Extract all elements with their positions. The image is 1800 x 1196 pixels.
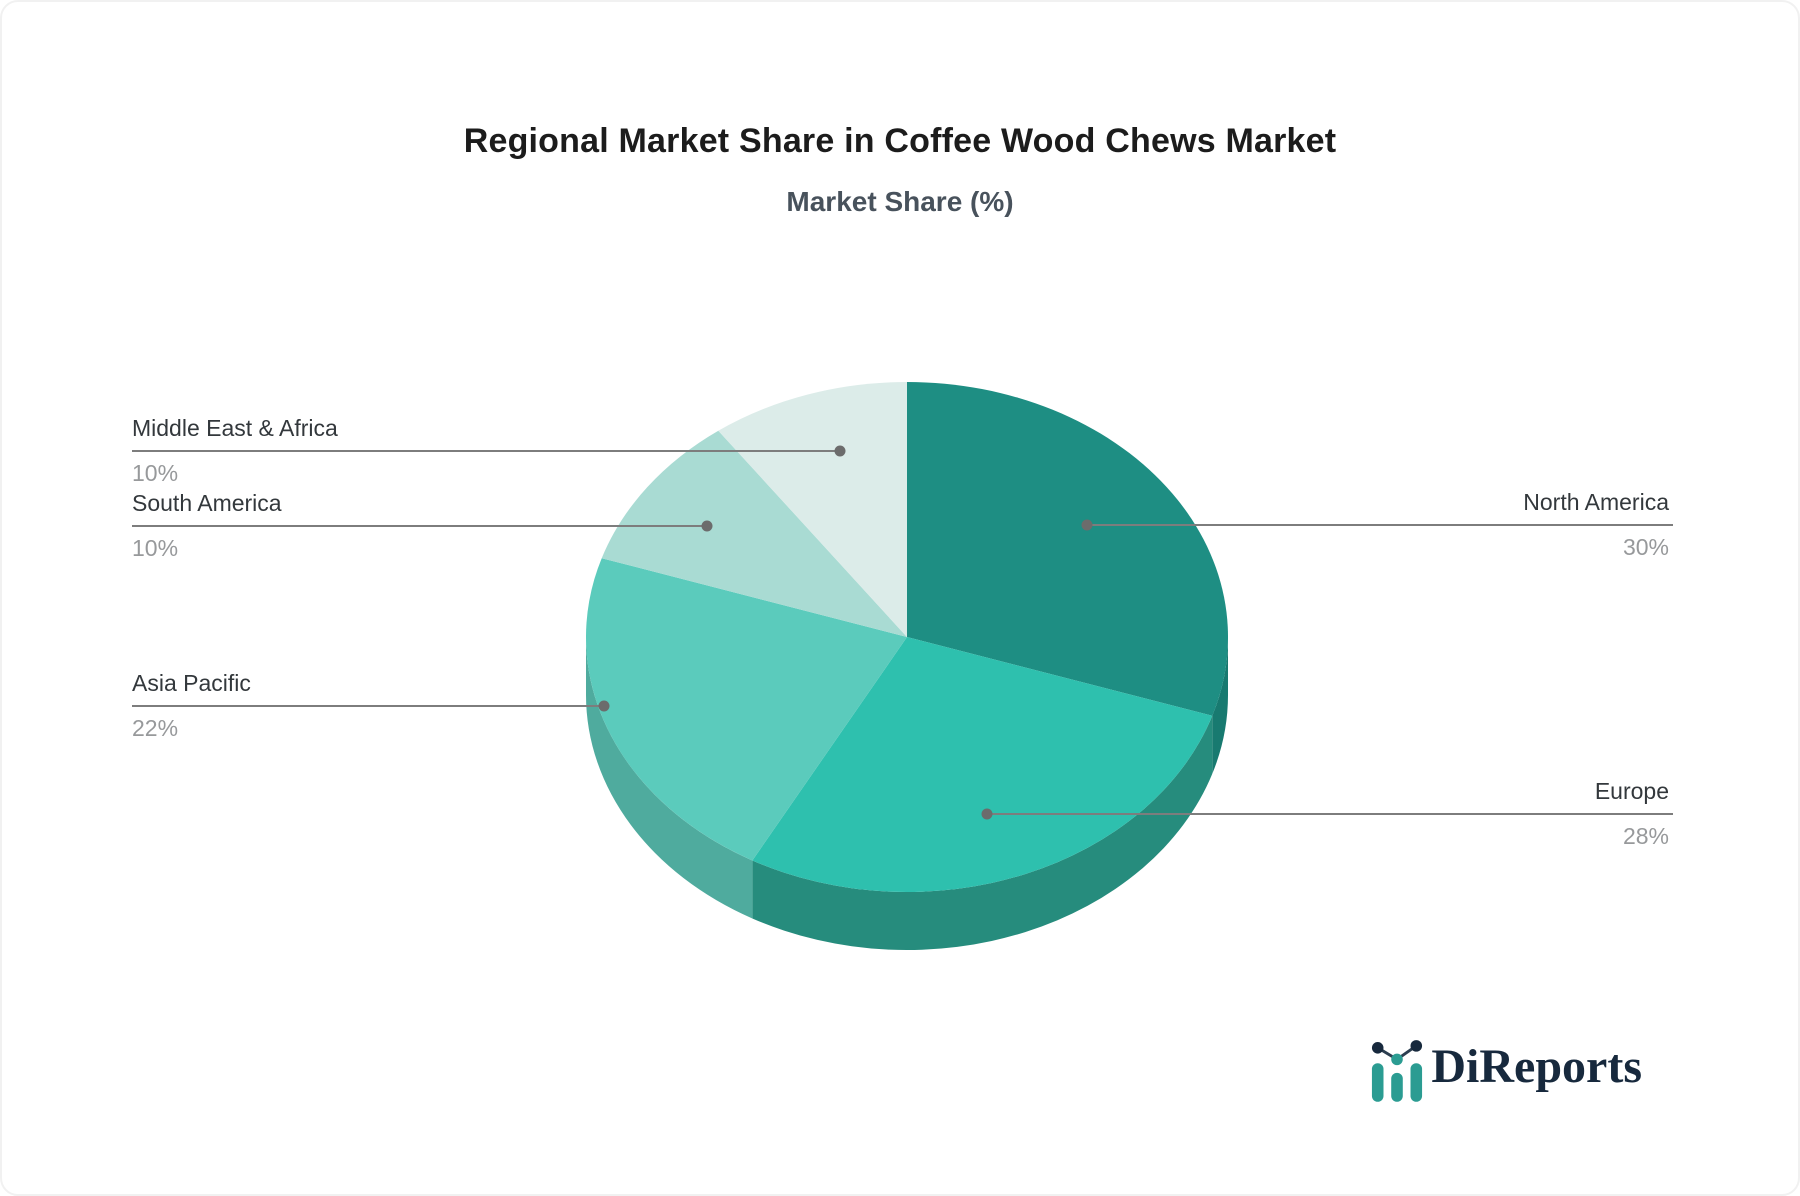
pie-value-middle-east-africa: 10% [132,460,179,486]
pie-slice-side-asia-pacific [586,637,753,919]
connector-dot-south-america [701,520,713,532]
pie-slice-side-europe [752,715,1213,950]
connector-dot-middle-east-africa [834,445,846,457]
chart-title: Regional Market Share in Coffee Wood Che… [463,122,1337,160]
pie-label-europe: Europe [1594,778,1669,804]
connector-dot-europe [981,808,993,820]
pie-value-south-america: 10% [132,535,179,561]
pie-slice-south-america [601,430,907,637]
pie-slice-north-america [907,382,1228,716]
pie-label-middle-east-africa: Middle East & Africa [132,415,338,441]
pie-slice-europe [752,637,1213,892]
pie-label-asia-pacific: Asia Pacific [132,670,251,696]
pie-value-asia-pacific: 22% [132,715,179,741]
brand-logo-text: DiReports [1431,1040,1642,1093]
chart-subtitle: Market Share (%) [786,186,1014,217]
pie-label-north-america: North America [1523,489,1669,515]
pie-slice-asia-pacific [586,558,907,861]
pie-slice-middle-east-africa [718,382,907,637]
connector-dot-asia-pacific [598,700,610,712]
brand-logo: DiReports [1370,1036,1642,1102]
pie-value-europe: 28% [1622,823,1669,849]
bar-chart-logo-icon [1372,1040,1423,1102]
pie-label-south-america: South America [132,490,282,516]
connector-dot-north-america [1081,519,1093,531]
pie-slice-side-north-america [1212,637,1228,774]
pie-value-north-america: 30% [1622,534,1669,560]
